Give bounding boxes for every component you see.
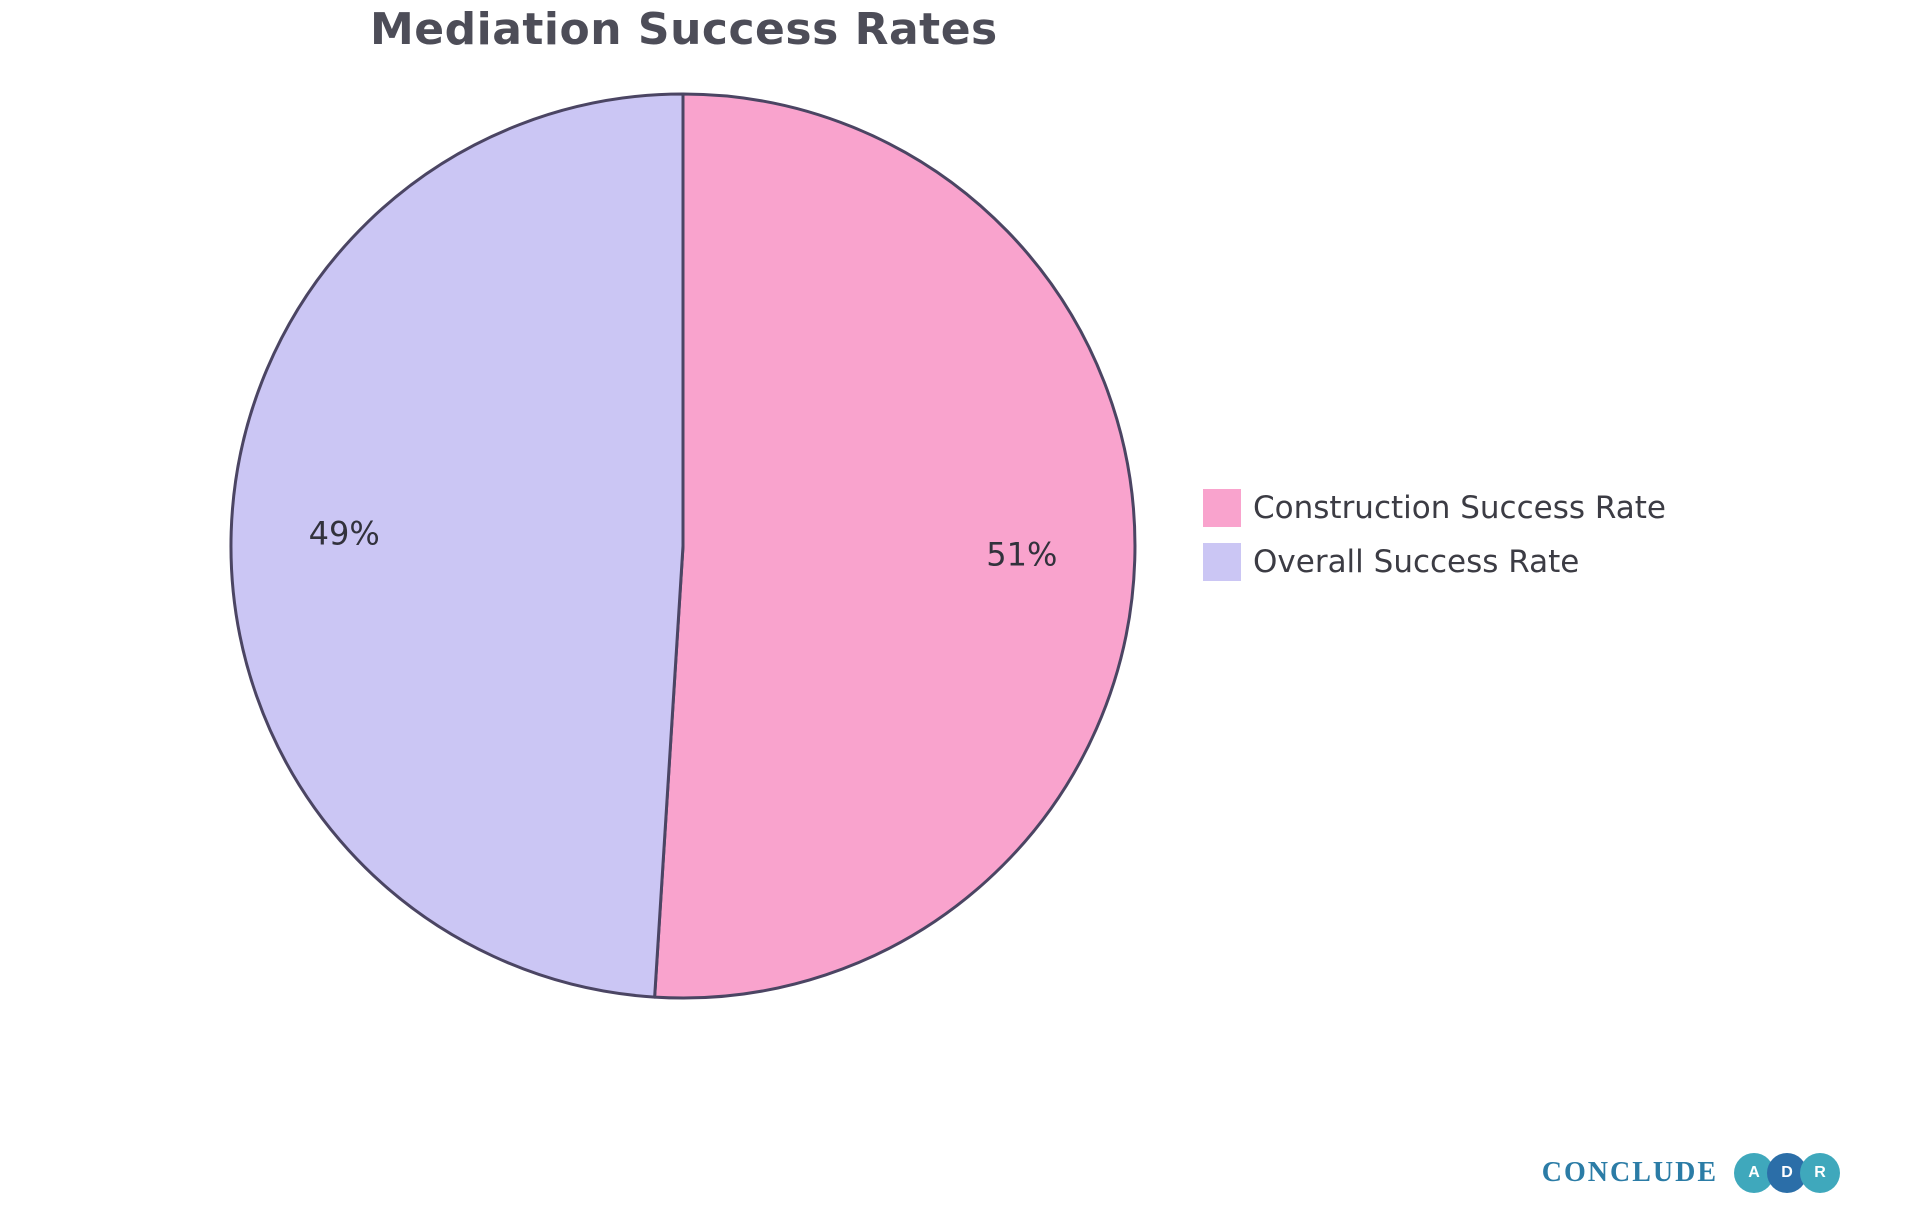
legend-swatch [1203,543,1241,581]
legend-item: Overall Success Rate [1203,543,1666,581]
chart-title: Mediation Success Rates [370,4,998,55]
legend-item: Construction Success Rate [1203,489,1666,527]
legend: Construction Success Rate Overall Success… [1203,489,1666,581]
pie-slice-label: 49% [309,514,380,552]
logo-wordmark: CONCLUDE [1541,1157,1718,1188]
legend-swatch [1203,489,1241,527]
pie-slice-label: 51% [986,536,1057,574]
pie-slice-1 [653,92,1137,1000]
legend-label: Overall Success Rate [1253,544,1580,580]
logo-badge-r: R [1800,1153,1840,1193]
pie-slice-2 [229,92,685,999]
legend-label: Construction Success Rate [1253,490,1666,526]
